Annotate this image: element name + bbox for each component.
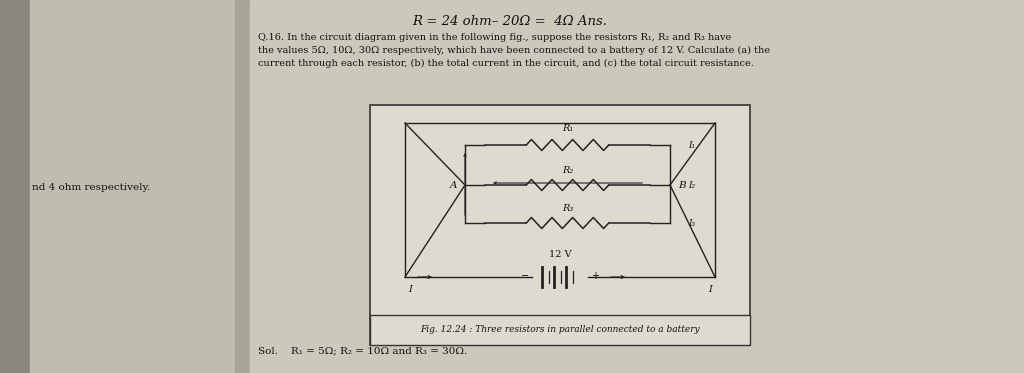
Bar [234, 0, 250, 373]
Text: R₂: R₂ [562, 166, 573, 175]
Text: Fig. 12.24 : Three resistors in parallel connected to a battery: Fig. 12.24 : Three resistors in parallel… [420, 326, 699, 335]
Text: 12 V: 12 V [549, 250, 571, 259]
Text: nd 4 ohm respectively.: nd 4 ohm respectively. [32, 184, 151, 192]
Text: A: A [450, 181, 457, 189]
Text: Q.16. In the circuit diagram given in the following fig., suppose the resistors : Q.16. In the circuit diagram given in th… [258, 33, 731, 42]
Bar [250, 0, 1024, 373]
Text: −: − [521, 271, 529, 281]
Text: B: B [678, 181, 686, 189]
Text: R₁: R₁ [562, 124, 573, 133]
Bar [370, 315, 750, 345]
Text: Sol.    R₁ = 5Ω; R₂ = 10Ω and R₃ = 30Ω.: Sol. R₁ = 5Ω; R₂ = 10Ω and R₃ = 30Ω. [258, 346, 467, 355]
Text: R₃: R₃ [562, 204, 573, 213]
Text: +: + [591, 271, 599, 281]
Text: I: I [709, 285, 712, 294]
Bar [370, 105, 750, 345]
Text: I₃: I₃ [688, 219, 695, 228]
Text: I₂: I₂ [688, 181, 695, 189]
Bar [30, 0, 240, 373]
Bar [0, 0, 30, 373]
Text: the values 5Ω, 10Ω, 30Ω respectively, which have been connected to a battery of : the values 5Ω, 10Ω, 30Ω respectively, wh… [258, 46, 770, 55]
Text: R = 24 ohm– 20Ω =  4Ω Ans.: R = 24 ohm– 20Ω = 4Ω Ans. [413, 15, 607, 28]
Text: I₁: I₁ [688, 141, 695, 150]
Text: current through each resistor, (b) the total current in the circuit, and (c) the: current through each resistor, (b) the t… [258, 59, 754, 68]
Text: I: I [408, 285, 412, 294]
